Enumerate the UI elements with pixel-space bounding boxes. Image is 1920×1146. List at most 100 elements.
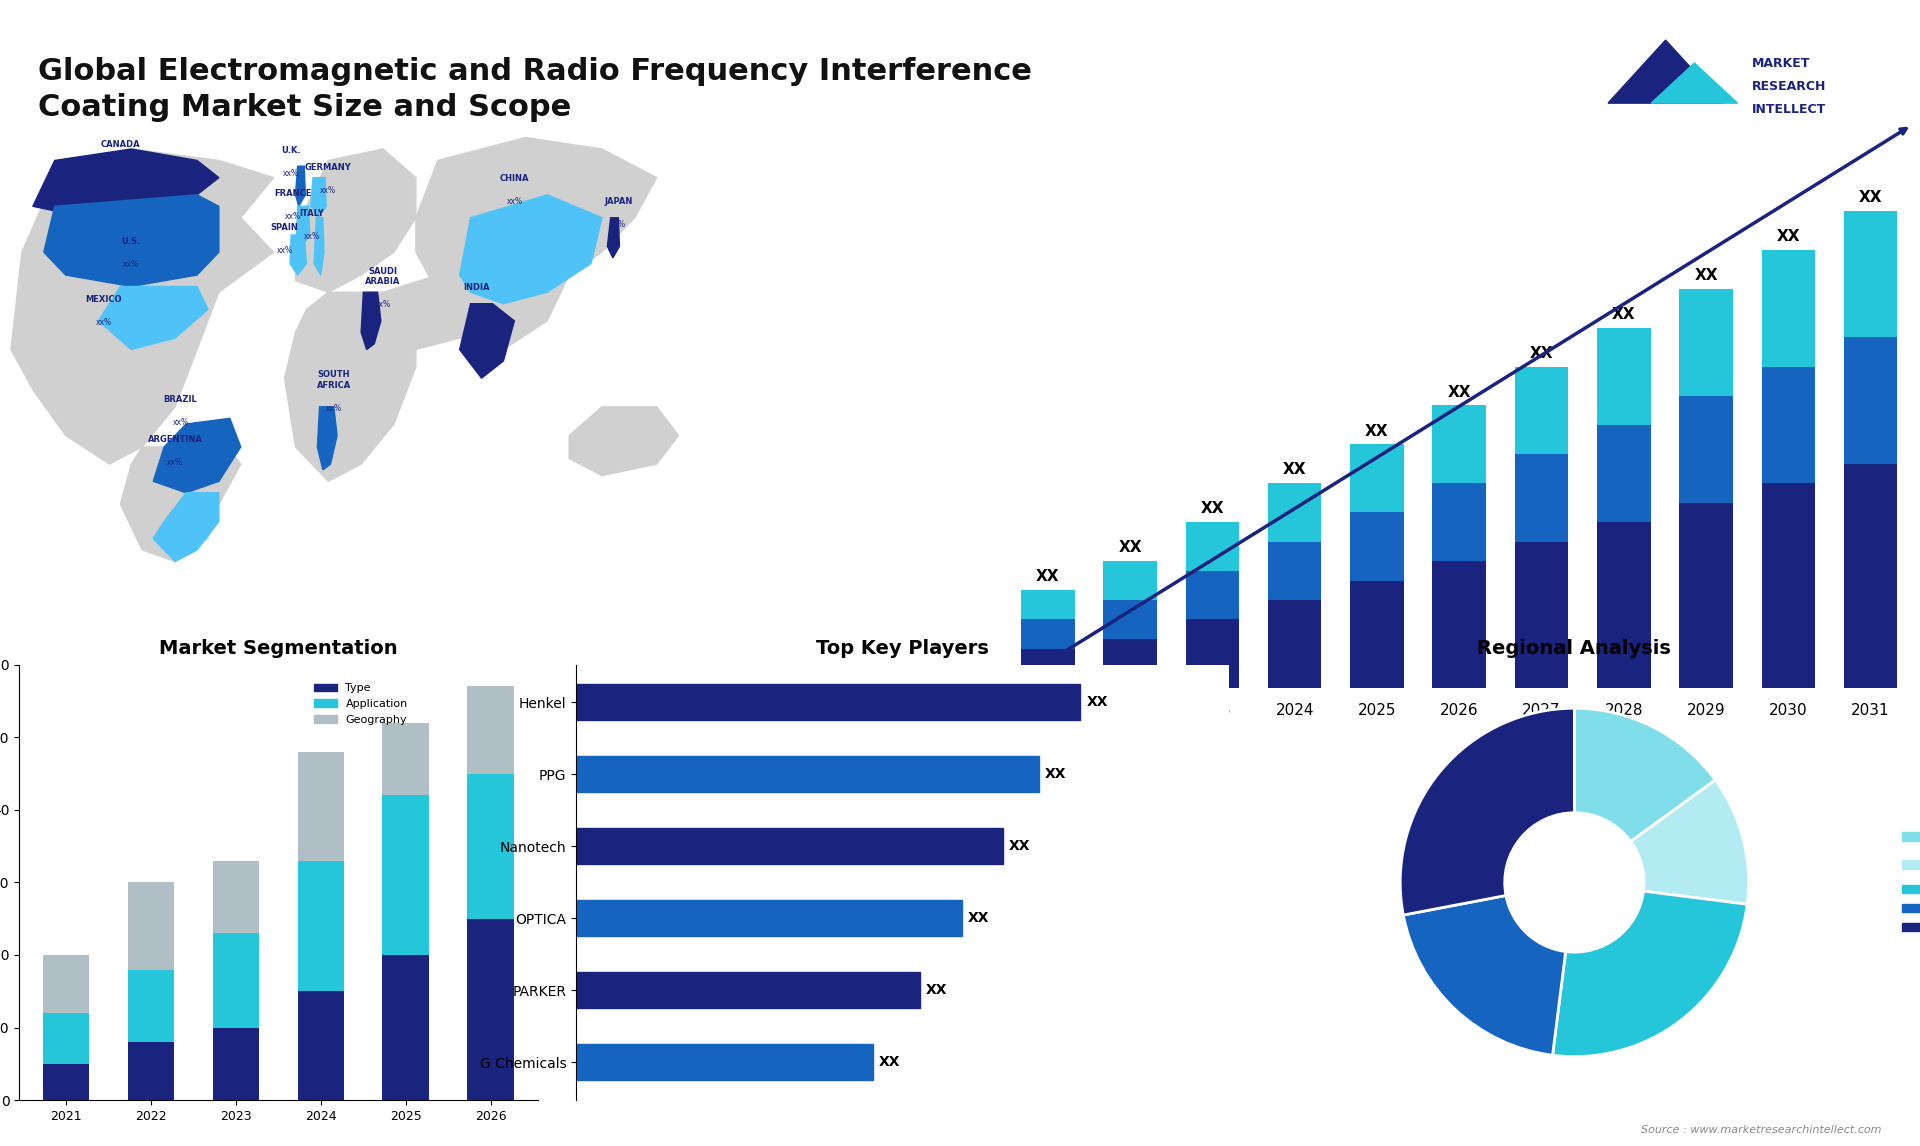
Bar: [1597, 523, 1651, 688]
Text: XX: XX: [1117, 540, 1142, 556]
Polygon shape: [33, 149, 219, 218]
Polygon shape: [311, 178, 326, 218]
Polygon shape: [296, 166, 305, 206]
Bar: [1350, 512, 1404, 581]
Bar: [1021, 649, 1075, 688]
Polygon shape: [98, 286, 207, 350]
Text: xx%: xx%: [321, 186, 336, 195]
Bar: [1680, 289, 1732, 395]
Bar: [467, 919, 515, 1100]
Text: xx%: xx%: [282, 168, 300, 178]
Polygon shape: [315, 218, 324, 275]
Bar: [1267, 601, 1321, 688]
Text: XX: XX: [968, 911, 989, 926]
Text: xx%: xx%: [96, 317, 111, 327]
Polygon shape: [1651, 63, 1738, 103]
Polygon shape: [568, 407, 678, 476]
Text: XX: XX: [1044, 768, 1066, 782]
Text: 2030: 2030: [1768, 704, 1807, 719]
Text: ITALY: ITALY: [300, 209, 324, 218]
Text: Source : www.marketresearchintellect.com: Source : www.marketresearchintellect.com: [1642, 1124, 1882, 1135]
Text: XX: XX: [1448, 385, 1471, 400]
Polygon shape: [154, 418, 240, 493]
Title: Top Key Players: Top Key Players: [816, 638, 989, 658]
Title: Market Segmentation: Market Segmentation: [159, 638, 397, 658]
Text: 2028: 2028: [1605, 704, 1644, 719]
Bar: [576, 756, 1039, 792]
Bar: [213, 861, 259, 933]
Text: FRANCE: FRANCE: [275, 189, 311, 197]
Text: U.K.: U.K.: [282, 146, 301, 155]
Bar: [1021, 590, 1075, 620]
Polygon shape: [121, 435, 240, 562]
Bar: [1350, 445, 1404, 512]
Polygon shape: [317, 407, 338, 470]
Text: XX: XX: [1530, 346, 1553, 361]
Text: XX: XX: [1365, 424, 1388, 439]
Polygon shape: [459, 304, 515, 378]
Bar: [1187, 523, 1238, 571]
Bar: [382, 955, 430, 1100]
Text: 2024: 2024: [1275, 704, 1313, 719]
Bar: [42, 955, 90, 1013]
Bar: [298, 752, 344, 861]
Bar: [576, 829, 1004, 864]
Text: XX: XX: [1200, 501, 1225, 517]
Text: ARGENTINA: ARGENTINA: [148, 435, 202, 445]
Text: xx%: xx%: [611, 220, 626, 229]
Bar: [1515, 454, 1569, 542]
Bar: [1515, 542, 1569, 688]
Polygon shape: [296, 149, 417, 292]
Bar: [467, 774, 515, 919]
Bar: [1843, 337, 1897, 464]
Text: 2023: 2023: [1192, 704, 1231, 719]
Wedge shape: [1553, 892, 1747, 1057]
Title: Regional Analysis: Regional Analysis: [1478, 638, 1670, 658]
Bar: [1680, 503, 1732, 688]
Bar: [1104, 601, 1156, 639]
Text: SOUTH
AFRICA: SOUTH AFRICA: [317, 370, 351, 390]
Text: RESEARCH: RESEARCH: [1751, 80, 1826, 93]
Bar: [1104, 639, 1156, 688]
Polygon shape: [459, 195, 603, 304]
Text: BRAZIL: BRAZIL: [163, 395, 198, 403]
Text: xx%: xx%: [123, 260, 140, 269]
Text: Global Electromagnetic and Radio Frequency Interference
Coating Market Size and : Global Electromagnetic and Radio Frequen…: [38, 57, 1033, 123]
Bar: [1843, 464, 1897, 688]
Bar: [42, 1063, 90, 1100]
Polygon shape: [284, 292, 417, 481]
Bar: [1187, 571, 1238, 620]
Text: GERMANY: GERMANY: [305, 163, 351, 172]
Text: xx%: xx%: [326, 403, 342, 413]
Bar: [1680, 395, 1732, 503]
Text: XX: XX: [1283, 463, 1306, 478]
Bar: [1350, 581, 1404, 688]
Bar: [1104, 562, 1156, 601]
Text: 2021: 2021: [1029, 704, 1068, 719]
Bar: [127, 970, 175, 1042]
Bar: [42, 1013, 90, 1063]
Text: XX: XX: [1776, 229, 1801, 244]
Wedge shape: [1574, 708, 1715, 841]
Bar: [1267, 484, 1321, 542]
Bar: [298, 861, 344, 991]
Bar: [1515, 367, 1569, 454]
Text: U.S.: U.S.: [121, 237, 140, 246]
Wedge shape: [1404, 895, 1565, 1055]
Text: MARKET: MARKET: [1751, 57, 1811, 70]
Bar: [1597, 328, 1651, 425]
Text: 2026: 2026: [1440, 704, 1478, 719]
Text: XX: XX: [879, 1055, 900, 1069]
Text: XX: XX: [1613, 307, 1636, 322]
Bar: [127, 1042, 175, 1100]
Bar: [1763, 484, 1814, 688]
Bar: [576, 1044, 874, 1081]
Polygon shape: [44, 195, 219, 286]
Text: 2025: 2025: [1357, 704, 1396, 719]
Bar: [1432, 406, 1486, 484]
Polygon shape: [12, 149, 273, 464]
Bar: [1763, 250, 1814, 367]
Text: CANADA: CANADA: [100, 140, 140, 149]
Text: xx%: xx%: [113, 163, 129, 172]
Text: MEXICO: MEXICO: [86, 295, 123, 304]
